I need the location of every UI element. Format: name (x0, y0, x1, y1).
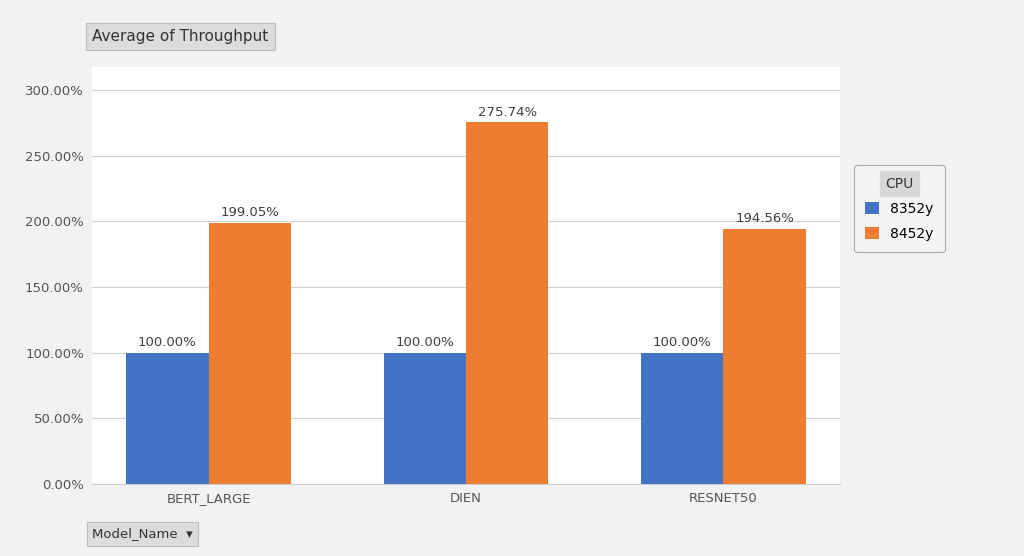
Text: 100.00%: 100.00% (652, 336, 712, 349)
Text: 275.74%: 275.74% (477, 106, 537, 119)
Bar (126, 353, 209, 484)
Text: 199.05%: 199.05% (220, 206, 280, 220)
Bar (384, 353, 466, 484)
Text: 100.00%: 100.00% (138, 336, 197, 349)
Bar (466, 122, 548, 484)
Bar (723, 229, 806, 484)
Bar (641, 353, 723, 484)
Text: Average of Throughput: Average of Throughput (92, 29, 268, 43)
Bar (209, 223, 291, 484)
Text: 100.00%: 100.00% (395, 336, 454, 349)
Legend: 8352y, 8452y: 8352y, 8452y (854, 165, 945, 252)
Text: Model_Name  ▾: Model_Name ▾ (92, 527, 193, 540)
Text: 194.56%: 194.56% (735, 212, 794, 225)
